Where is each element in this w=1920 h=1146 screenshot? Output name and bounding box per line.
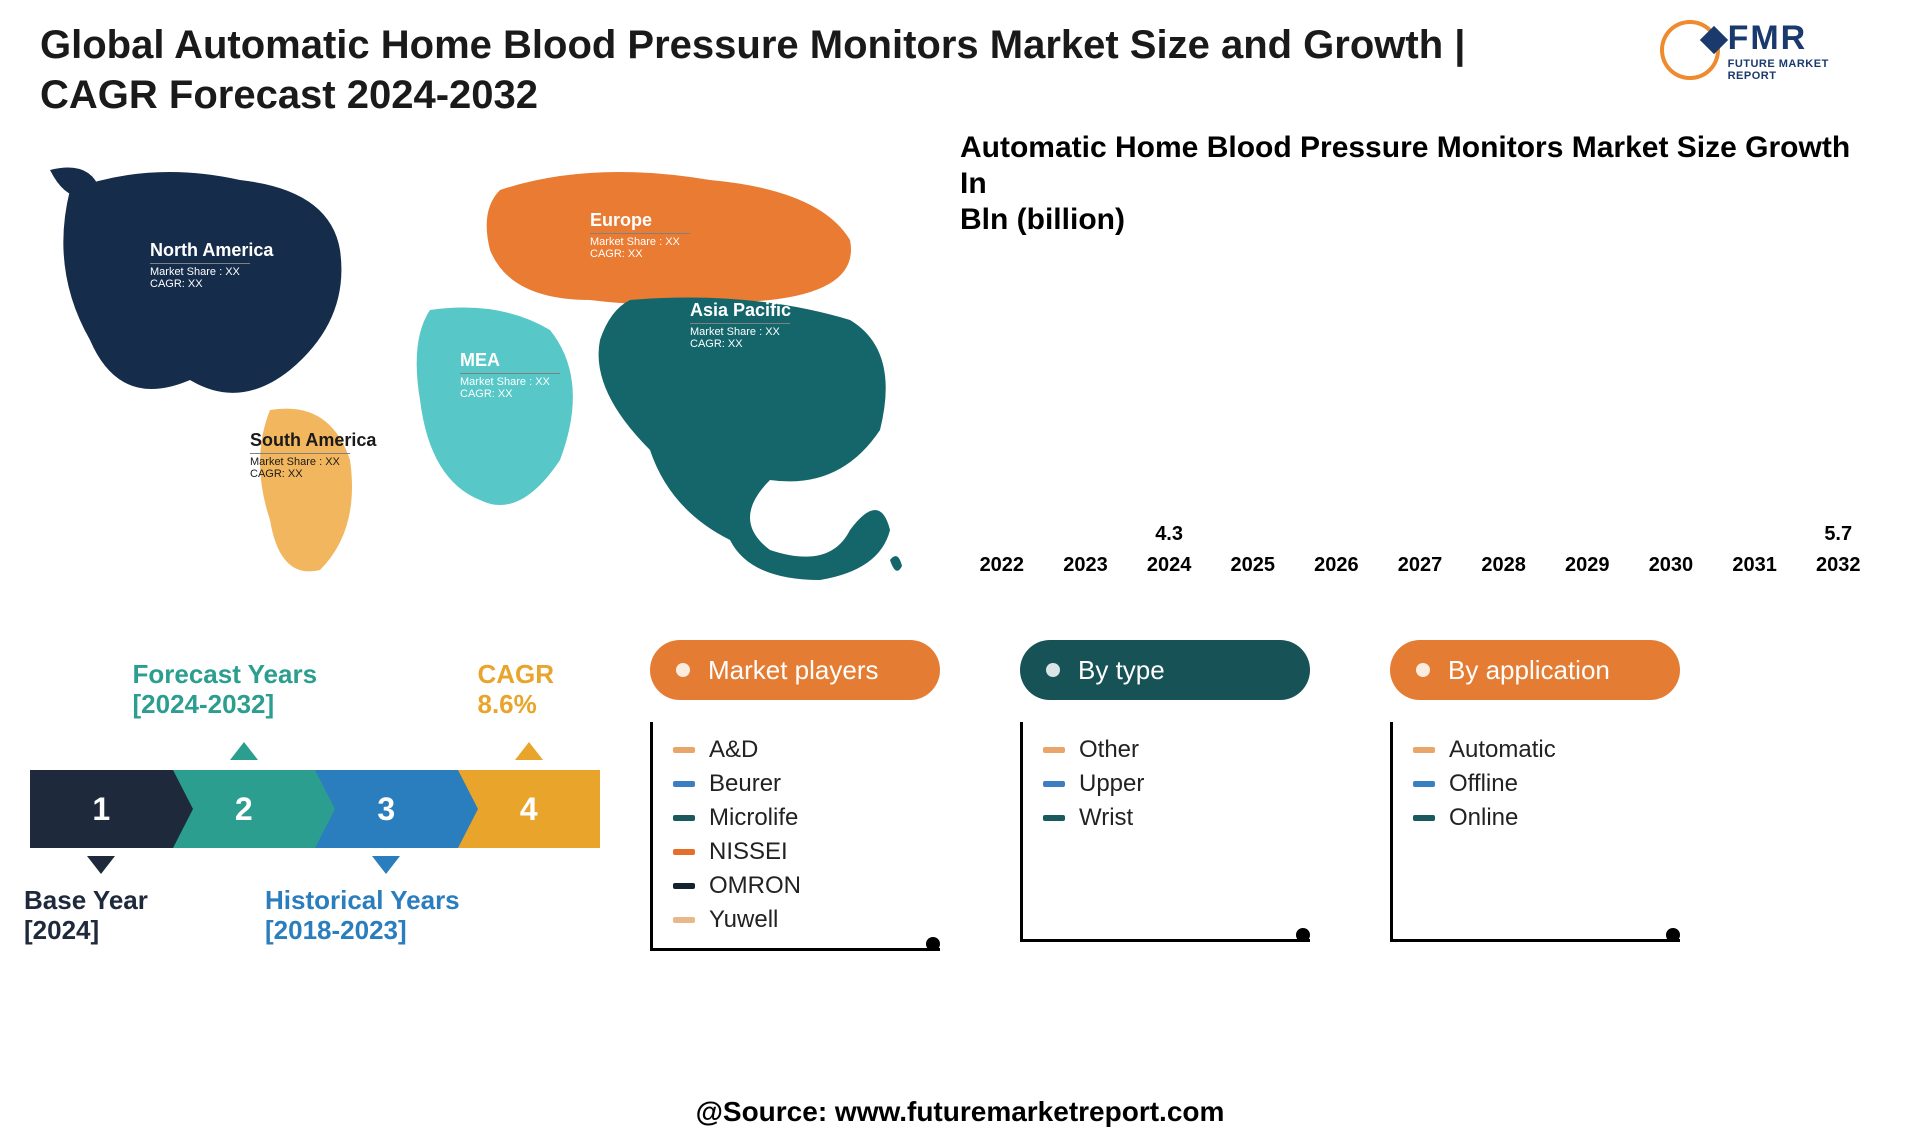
fmr-logo: FMR FUTURE MARKET REPORT	[1660, 10, 1880, 90]
list-item: NISSEI	[673, 838, 940, 866]
xaxis-tick: 2023	[1050, 554, 1122, 577]
xaxis-tick: 2022	[966, 554, 1038, 577]
list-item-label: Yuwell	[709, 906, 778, 934]
category-pill: By type	[1020, 640, 1310, 700]
marker-icon	[1413, 781, 1435, 787]
logo-icon	[1660, 20, 1720, 80]
category-by-application: By application Automatic Offline Online	[1390, 640, 1680, 942]
timeline-step-1: 1	[30, 770, 173, 848]
region-label-south-america: South AmericaMarket Share : XXCAGR: XX	[250, 430, 376, 480]
arrow-base-icon	[87, 856, 115, 874]
label-cagr: CAGR8.6%	[478, 660, 555, 720]
label-forecast-years: Forecast Years[2024-2032]	[133, 660, 318, 720]
list-item-label: NISSEI	[709, 838, 788, 866]
list-item-label: Other	[1079, 736, 1139, 764]
region-label-mea: MEAMarket Share : XXCAGR: XX	[460, 350, 560, 400]
xaxis-tick: 2026	[1301, 554, 1373, 577]
region-nz	[890, 556, 902, 571]
list-item: Wrist	[1043, 804, 1310, 832]
timeline-step-2: 2	[173, 770, 316, 848]
list-item-label: A&D	[709, 736, 758, 764]
bar-value-label: 5.7	[1824, 523, 1852, 546]
marker-icon	[1043, 815, 1065, 821]
list-item-label: Wrist	[1079, 804, 1133, 832]
page-title: Global Automatic Home Blood Pressure Mon…	[40, 20, 1640, 120]
category-pill: By application	[1390, 640, 1680, 700]
arrow-historical-icon	[372, 856, 400, 874]
title-line1: Global Automatic Home Blood Pressure Mon…	[40, 23, 1465, 67]
label-historical-years: Historical Years[2018-2023]	[265, 886, 460, 946]
marker-icon	[673, 849, 695, 855]
arrow-forecast-icon	[230, 742, 258, 760]
timeline: Forecast Years[2024-2032] CAGR8.6% 1234 …	[30, 660, 600, 1020]
category-by-type: By type Other Upper Wrist	[1020, 640, 1310, 942]
region-label-asia-pacific: Asia PacificMarket Share : XXCAGR: XX	[690, 300, 791, 350]
category-market-players: Market players A&D Beurer Microlife NISSEI OM…	[650, 640, 940, 951]
marker-icon	[673, 815, 695, 821]
region-label-europe: EuropeMarket Share : XXCAGR: XX	[590, 210, 690, 260]
list-item-label: OMRON	[709, 872, 801, 900]
xaxis-tick: 2024	[1133, 554, 1205, 577]
xaxis-tick: 2030	[1635, 554, 1707, 577]
xaxis-tick: 2029	[1551, 554, 1623, 577]
region-label-north-america: North AmericaMarket Share : XXCAGR: XX	[150, 240, 273, 290]
list-item: A&D	[673, 736, 940, 764]
logo-sub: FUTURE MARKET REPORT	[1728, 58, 1880, 82]
marker-icon	[673, 747, 695, 753]
xaxis-tick: 2025	[1217, 554, 1289, 577]
xaxis-tick: 2032	[1802, 554, 1874, 577]
xaxis-tick: 2027	[1384, 554, 1456, 577]
list-item: Yuwell	[673, 906, 940, 934]
marker-icon	[1413, 815, 1435, 821]
list-item-label: Online	[1449, 804, 1518, 832]
list-item: Other	[1043, 736, 1310, 764]
list-item: Automatic	[1413, 736, 1680, 764]
arrow-cagr-icon	[515, 742, 543, 760]
source-text: @Source: www.futuremarketreport.com	[696, 1096, 1225, 1128]
list-item-label: Beurer	[709, 770, 781, 798]
category-list: A&D Beurer Microlife NISSEI OMRON Yuwell	[650, 722, 940, 951]
marker-icon	[1043, 781, 1065, 787]
marker-icon	[673, 917, 695, 923]
list-item: OMRON	[673, 872, 940, 900]
marker-icon	[1413, 747, 1435, 753]
list-item-label: Automatic	[1449, 736, 1556, 764]
xaxis-tick: 2028	[1468, 554, 1540, 577]
region-mea	[417, 308, 573, 506]
timeline-step-4: 4	[458, 770, 601, 848]
list-item-label: Microlife	[709, 804, 798, 832]
list-item-label: Offline	[1449, 770, 1518, 798]
category-list: Other Upper Wrist	[1020, 722, 1310, 942]
list-item: Beurer	[673, 770, 940, 798]
chart-title: Automatic Home Blood Pressure Monitors M…	[960, 130, 1880, 238]
marker-icon	[1043, 747, 1065, 753]
label-base-year: Base Year[2024]	[24, 886, 148, 946]
xaxis-tick: 2031	[1719, 554, 1791, 577]
list-item: Microlife	[673, 804, 940, 832]
title-line2: CAGR Forecast 2024-2032	[40, 73, 538, 117]
timeline-step-3: 3	[315, 770, 458, 848]
bar-value-label: 4.3	[1155, 523, 1183, 546]
logo-abbr: FMR	[1728, 19, 1880, 58]
bar-chart: Automatic Home Blood Pressure Monitors M…	[960, 130, 1880, 570]
list-item: Upper	[1043, 770, 1310, 798]
marker-icon	[673, 781, 695, 787]
world-map: North AmericaMarket Share : XXCAGR: XX So…	[30, 150, 910, 580]
category-pill: Market players	[650, 640, 940, 700]
marker-icon	[673, 883, 695, 889]
list-item: Offline	[1413, 770, 1680, 798]
list-item: Online	[1413, 804, 1680, 832]
list-item-label: Upper	[1079, 770, 1144, 798]
category-list: Automatic Offline Online	[1390, 722, 1680, 942]
